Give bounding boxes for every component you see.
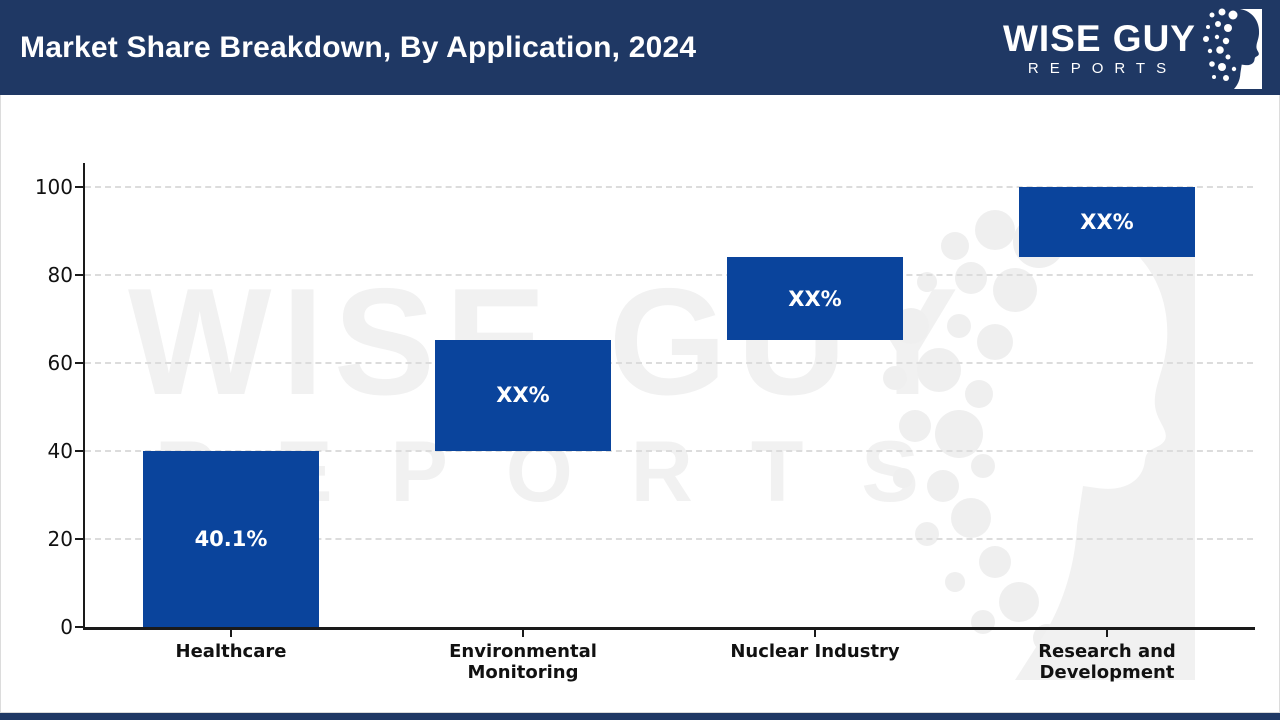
y-tick-label-0: 0: [60, 615, 73, 639]
logo-face-icon: [1203, 8, 1262, 89]
plot-area: 0 20 40 60 80 100 40.1% XX% XX% XX% Healthcare En…: [35, 163, 1255, 683]
gridline-40: [85, 450, 1253, 452]
bar-healthcare: 40.1%: [143, 450, 319, 627]
bar-nuclear-industry: XX%: [727, 256, 903, 341]
y-tick-label-40: 40: [47, 439, 73, 463]
bar-value-label: XX%: [496, 383, 550, 408]
y-axis-line: [83, 163, 85, 629]
bar-environmental-monitoring: XX%: [435, 340, 611, 451]
category-label-healthcare: Healthcare: [175, 641, 287, 662]
bar-value-label: XX%: [788, 286, 842, 311]
x-tick-mark: [522, 630, 524, 637]
category-label-nuclear-industry: Nuclear Industry: [730, 641, 900, 662]
x-tick-mark: [230, 630, 232, 637]
gridline-100: [85, 186, 1253, 188]
y-tick-label-20: 20: [47, 527, 73, 551]
x-axis-line: [83, 627, 1255, 630]
bar-value-label: 40.1%: [194, 526, 268, 551]
y-tick-mark-100: [75, 186, 83, 188]
chart-title: Market Share Breakdown, By Application, …: [20, 30, 697, 64]
wise-guy-reports-logo: WISE GUY REPORTS: [1003, 6, 1262, 90]
gridline-80: [85, 274, 1253, 276]
y-tick-label-60: 60: [47, 351, 73, 375]
category-label-research-and-development: Research and Development: [1038, 641, 1176, 683]
gridline-20: [85, 538, 1253, 540]
bottom-hairline: [0, 712, 1280, 713]
x-tick-mark: [814, 630, 816, 637]
y-tick-label-80: 80: [47, 263, 73, 287]
footer-band: [0, 713, 1280, 720]
logo-wiseguy-text: WISE GUY: [1002, 17, 1196, 59]
y-tick-mark-60: [75, 362, 83, 364]
gridline-60: [85, 362, 1253, 364]
bar-value-label: XX%: [1080, 209, 1134, 234]
logo-text: WISE GUY REPORTS: [1002, 17, 1196, 77]
x-tick-mark: [1106, 630, 1108, 637]
header-band: Market Share Breakdown, By Application, …: [0, 0, 1280, 95]
y-tick-mark-40: [75, 450, 83, 452]
logo-reports-text: REPORTS: [1027, 59, 1178, 77]
bar-research-and-development: XX%: [1019, 187, 1195, 257]
y-tick-mark-20: [75, 538, 83, 540]
y-tick-mark-80: [75, 274, 83, 276]
category-label-environmental-monitoring: Environmental Monitoring: [449, 641, 597, 683]
y-tick-label-100: 100: [34, 175, 73, 199]
y-tick-mark-0: [75, 626, 83, 628]
